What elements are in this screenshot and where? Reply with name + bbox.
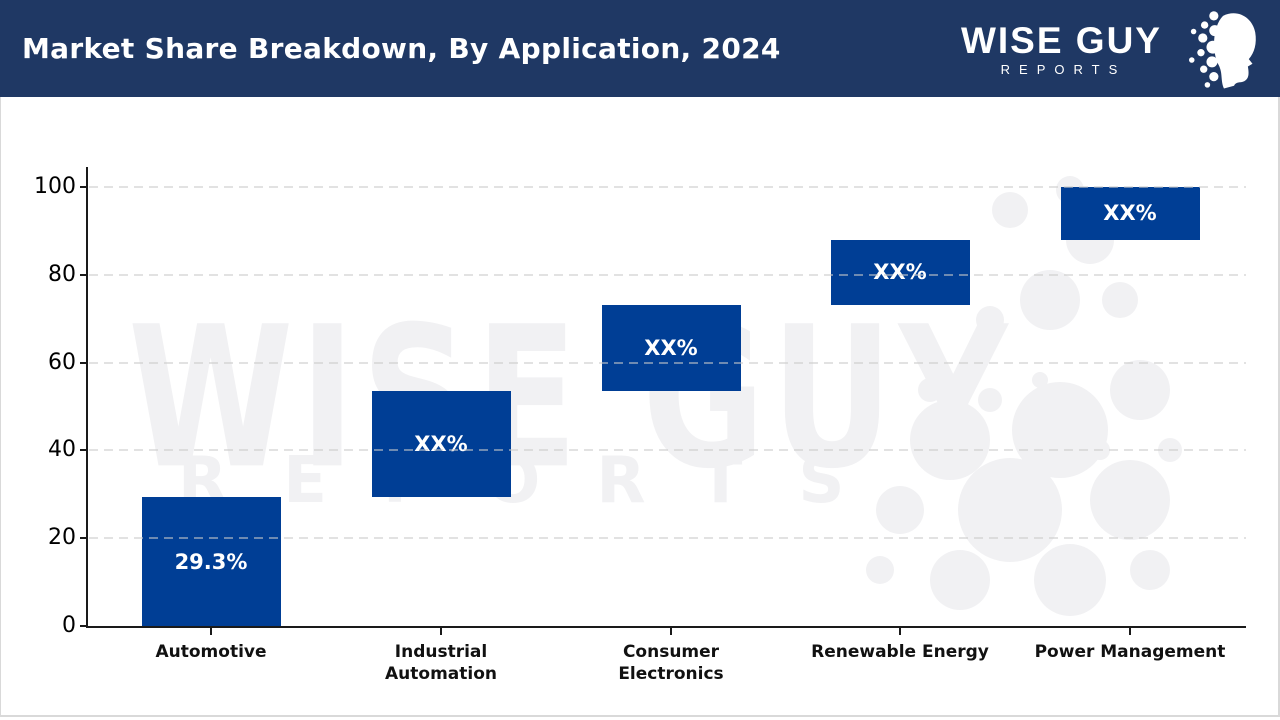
y-tick-label-60: 60 bbox=[48, 349, 76, 375]
watermark-subtitle: REPORTS bbox=[178, 444, 901, 518]
gridline-20 bbox=[89, 537, 1246, 540]
bar-industrial-automation: XX% bbox=[371, 390, 511, 498]
header-bar: Market Share Breakdown, By Application, … bbox=[0, 0, 1280, 97]
bar-value-label: XX% bbox=[873, 260, 927, 285]
y-tick-label-100: 100 bbox=[34, 174, 76, 199]
page-title: Market Share Breakdown, By Application, … bbox=[22, 32, 781, 65]
y-tick-60 bbox=[80, 361, 88, 364]
logo-text: WISE GUY REPORTS bbox=[961, 22, 1162, 76]
y-tick-label-20: 20 bbox=[48, 525, 76, 551]
bar-renewable-energy: XX% bbox=[830, 239, 970, 305]
x-tick-0 bbox=[210, 628, 212, 635]
x-axis-line bbox=[86, 626, 1246, 628]
y-tick-label-0: 0 bbox=[62, 613, 76, 638]
y-tick-20 bbox=[80, 537, 88, 540]
y-tick-80 bbox=[80, 273, 88, 276]
y-tick-label-40: 40 bbox=[48, 437, 76, 463]
bar-consumer-electronics: XX% bbox=[601, 304, 741, 391]
gridline-40 bbox=[89, 449, 1246, 452]
wise-guy-logo: WISE GUY REPORTS bbox=[961, 6, 1258, 92]
bar-value-label: 29.3% bbox=[174, 549, 248, 574]
y-tick-100 bbox=[80, 186, 88, 188]
bar-value-label: XX% bbox=[644, 335, 698, 360]
category-label-0: Automotive bbox=[155, 642, 267, 662]
logo-subtitle: REPORTS bbox=[1000, 61, 1127, 77]
logo-wordmark: WISE GUY bbox=[960, 19, 1162, 61]
gridline-100 bbox=[89, 186, 1246, 188]
y-axis-line bbox=[86, 167, 88, 628]
logo-head-icon bbox=[1189, 10, 1256, 89]
gridline-80 bbox=[89, 273, 1246, 276]
figure-border-right bbox=[1278, 97, 1280, 717]
y-tick-40 bbox=[80, 449, 88, 452]
y-tick-label-80: 80 bbox=[48, 261, 76, 287]
figure-border-bottom bbox=[0, 715, 1280, 717]
category-label-4: Power Management bbox=[1034, 642, 1226, 662]
bar-power-management: XX% bbox=[1060, 187, 1200, 240]
y-tick-0 bbox=[80, 625, 88, 627]
category-label-3: Renewable Energy bbox=[811, 642, 989, 662]
x-tick-3 bbox=[899, 628, 901, 635]
category-label-1: Industrial Automation bbox=[385, 642, 497, 685]
watermark-wordmark: WISE GUY bbox=[128, 286, 1014, 513]
bar-value-label: XX% bbox=[1103, 201, 1157, 226]
x-tick-1 bbox=[440, 628, 442, 635]
figure-border-left bbox=[0, 97, 1, 717]
watermark-head-dots bbox=[866, 176, 1182, 616]
bar-automotive: 29.3% bbox=[141, 497, 281, 626]
bar-value-label: XX% bbox=[414, 432, 468, 457]
x-tick-4 bbox=[1129, 628, 1131, 635]
category-label-2: Consumer Electronics bbox=[618, 642, 724, 685]
gridline-60 bbox=[89, 361, 1246, 364]
x-tick-2 bbox=[670, 628, 672, 635]
